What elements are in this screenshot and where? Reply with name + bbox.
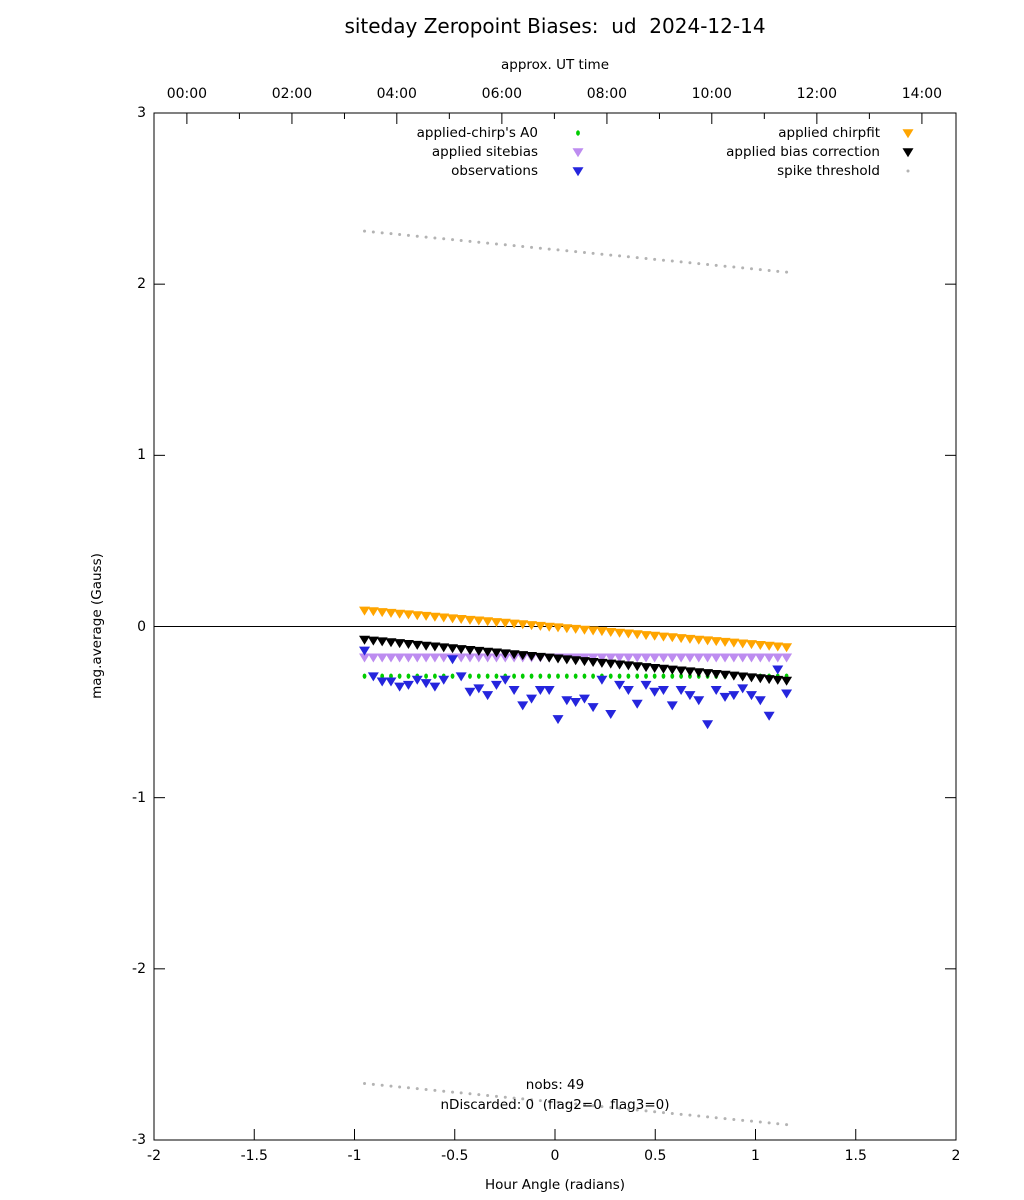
legend-label-applied-bias-correction: applied bias correction [726,144,880,160]
chart-title: siteday Zeropoint Biases: ud 2024-12-14 [344,14,766,38]
y-axis-tick-label: -2 [132,960,146,977]
bottom-axis-tick-label: 2 [951,1148,961,1164]
top-axis-tick-label: 10:00 [691,86,732,102]
top-axis-tick-label: 02:00 [271,86,313,102]
bottom-axis-tick-label: 1 [751,1148,760,1164]
top-axis-label: approx. UT time [501,57,609,73]
bottom-axis-tick-label: 0.5 [644,1148,667,1164]
y-axis-tick-label: 0 [137,618,146,635]
series-spike-threshold-upper- [363,229,789,274]
series-observations [359,646,793,730]
legend-marker-gray-dot-icon [906,169,910,173]
bottom-axis-tick-label: -2 [147,1148,161,1164]
top-axis-tick-label: 00:00 [166,86,208,102]
top-axis-tick-label: 04:00 [376,86,417,102]
legend-label-spike-threshold: spike threshold [777,163,880,179]
top-axis-tick-label: 06:00 [481,86,523,102]
axis-ticks [153,112,957,1141]
legend-label-applied-chirpfit: applied chirpfit [778,125,880,141]
y-axis-tick-label: 1 [137,447,146,464]
top-axis-tick-label: 14:00 [901,86,943,102]
top-axis-tick-label: 12:00 [796,86,838,102]
legend-marker-orange-triangle-icon [902,129,914,139]
series-applied-bias-correction [359,635,793,686]
bottom-axis-label: Hour Angle (radians) [484,1177,626,1193]
bottom-axis-tick-label: -0.5 [441,1148,469,1164]
bottom-axis-tick-label: -1 [347,1148,362,1164]
bottom-axis-tick-label: -1.5 [240,1148,268,1164]
y-axis-tick-label: 3 [137,105,146,121]
bottom-axis-tick-label: 1.5 [844,1148,867,1164]
legend-label-applied-sitebias: applied sitebias [431,144,538,160]
legend-marker-green-dot-icon [576,130,580,136]
y-axis-tick-label: 2 [137,276,146,293]
bottom-axis-tick-label: 0 [550,1148,560,1164]
annotation-nobs: nobs: 49 [525,1077,585,1093]
series-applied-chirpfit [359,606,793,653]
legend-label-applied-chirps-a0: applied-chirp's A0 [416,125,538,141]
legend-marker-blue-triangle-icon [572,167,584,177]
legend-label-observations: observations [451,163,538,179]
y-axis-tick-label: -3 [132,1132,146,1148]
top-axis-tick-label: 08:00 [586,86,628,102]
legend-marker-black-triangle-icon [902,148,914,158]
legend-marker-purple-triangle-icon [572,148,584,158]
y-axis-tick-label: -1 [132,789,146,806]
series-spike-threshold-lower- [363,1082,789,1127]
annotation-ndiscarded: nDiscarded: 0 (flag2=0 flag3=0) [440,1097,670,1113]
